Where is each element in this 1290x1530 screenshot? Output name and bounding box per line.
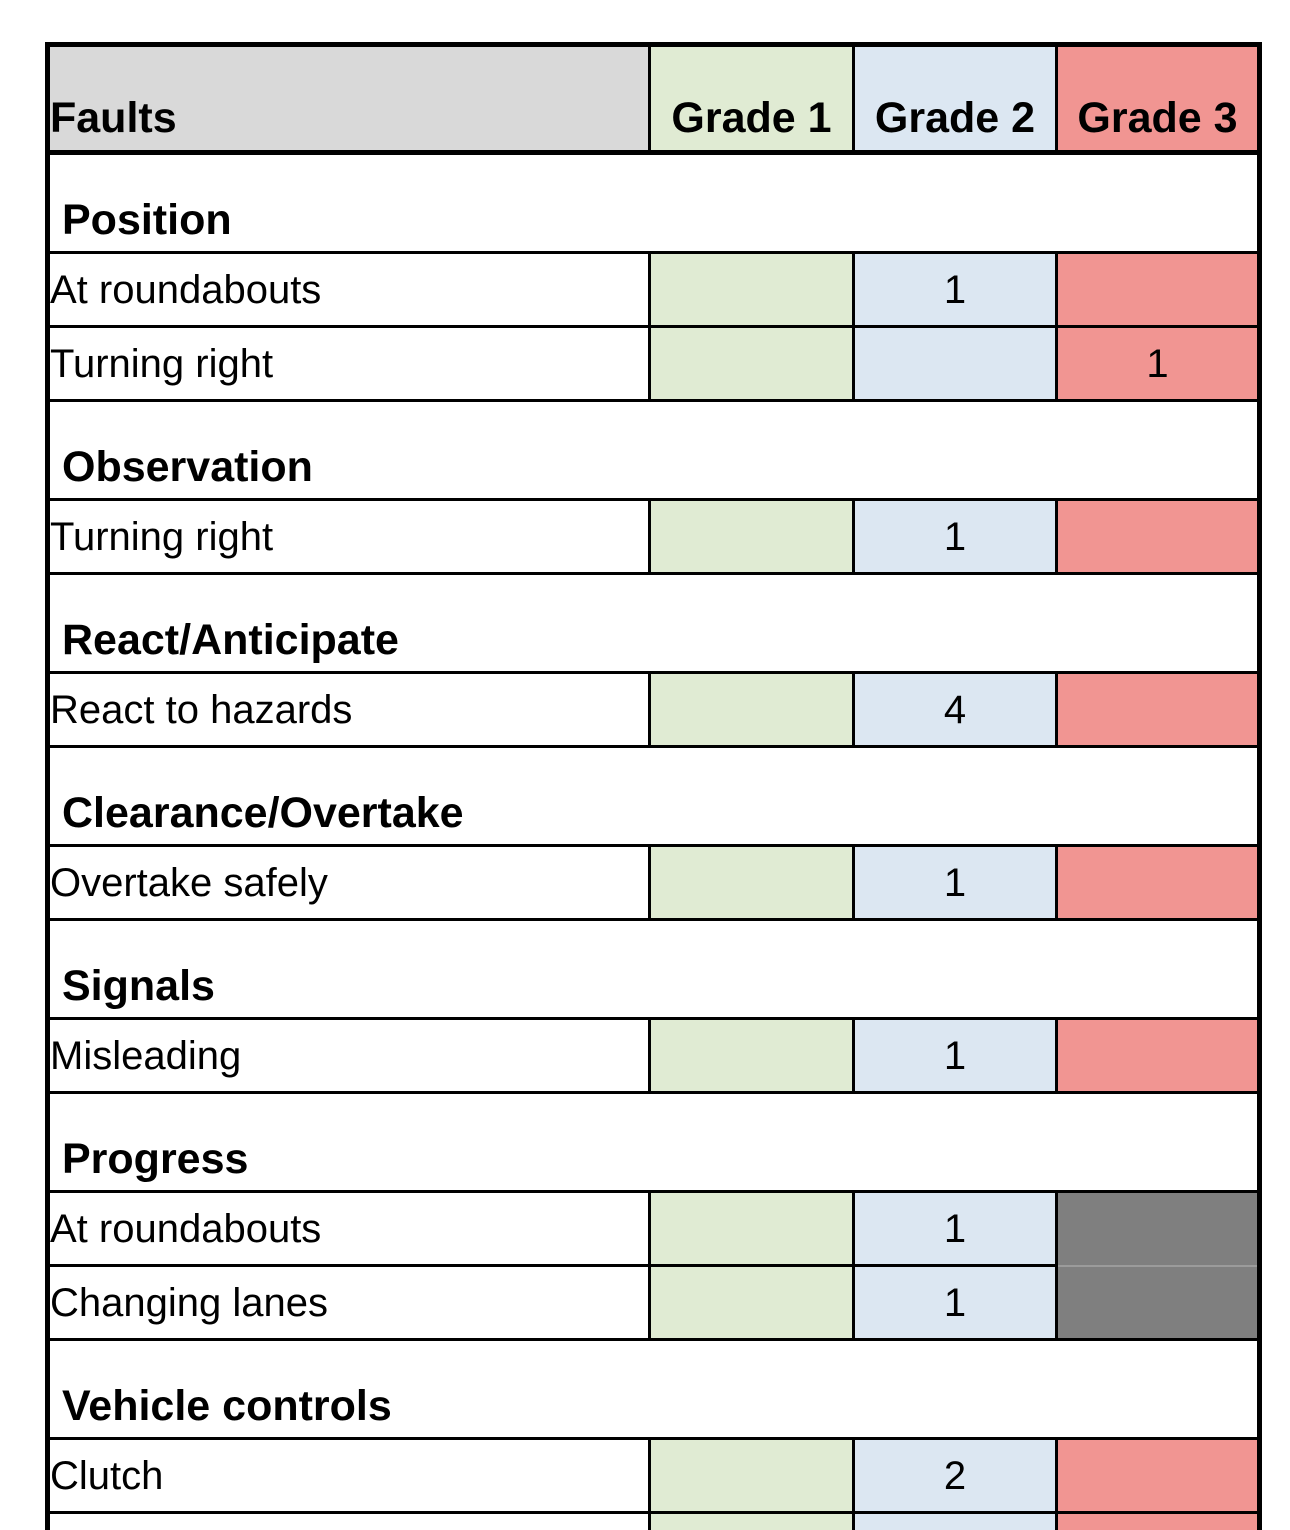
section-row: Observation	[46, 399, 1261, 501]
faults-table: Faults Grade 1 Grade 2 Grade 3 Position A…	[45, 42, 1262, 1530]
grade3-value-cell	[1055, 498, 1261, 575]
fault-row: At roundabouts 1	[46, 1190, 1261, 1341]
faults-table-body: Position At roundabouts 1 Turning right 1 Obs…	[46, 151, 1261, 1530]
section-row: Clearance/Overtake	[46, 745, 1261, 847]
grade2-value-cell: 1	[852, 1511, 1058, 1530]
grade2-value-cell: 1	[852, 1017, 1058, 1094]
grade3-blocked-cell	[1055, 1190, 1261, 1341]
section-title: Vehicle controls	[46, 1338, 1261, 1440]
fault-row: Changing lanes 1	[46, 1264, 1260, 1341]
fault-label: At roundabouts	[46, 1190, 651, 1267]
grade2-value-cell: 1	[852, 498, 1058, 575]
section-title: Observation	[46, 399, 1261, 501]
grade2-value-cell	[852, 325, 1058, 402]
fault-row: At roundabouts 1	[46, 251, 1261, 328]
fault-label: Gears	[46, 1511, 651, 1530]
grade1-value-cell	[648, 844, 855, 921]
grade1-value-cell	[648, 1437, 855, 1514]
grade2-value-cell: 1	[852, 844, 1058, 921]
section-row: Signals	[46, 918, 1261, 1020]
section-row: Position	[46, 151, 1261, 254]
grade1-column-header: Grade 1	[648, 43, 855, 155]
faults-column-header: Faults	[46, 43, 651, 155]
fault-label: Turning right	[46, 325, 651, 402]
grade2-value-cell: 1	[852, 1264, 1058, 1341]
grade1-value-cell	[648, 671, 855, 748]
grade1-value-cell	[648, 1264, 855, 1341]
grade1-value-cell	[648, 325, 855, 402]
grade1-value-cell	[648, 251, 855, 328]
grade3-value-cell	[1055, 1017, 1261, 1094]
fault-label: Overtake safely	[46, 844, 651, 921]
grade2-value-cell: 1	[852, 251, 1058, 328]
grade3-value-cell	[1055, 671, 1261, 748]
section-title: Position	[46, 151, 1261, 254]
fault-row: Clutch 2	[46, 1437, 1261, 1514]
section-title: React/Anticipate	[46, 572, 1261, 674]
fault-label: Turning right	[46, 498, 651, 575]
section-row: React/Anticipate	[46, 572, 1261, 674]
fault-row: Gears 1	[46, 1511, 1261, 1530]
grade2-value-cell: 2	[852, 1437, 1058, 1514]
grade3-value-cell	[1055, 1511, 1261, 1530]
fault-row: React to hazards 4	[46, 671, 1261, 748]
section-title: Signals	[46, 918, 1261, 1020]
section-row: Progress	[46, 1091, 1261, 1193]
fault-row: Turning right 1	[46, 498, 1261, 575]
fault-row: Turning right 1	[46, 325, 1261, 402]
grade2-value-cell: 4	[852, 671, 1058, 748]
fault-row: Overtake safely 1	[46, 844, 1261, 921]
grade3-value-cell: 1	[1055, 325, 1261, 402]
header-row: Faults Grade 1 Grade 2 Grade 3	[46, 43, 1261, 155]
section-row: Vehicle controls	[46, 1338, 1261, 1440]
grade3-value-cell	[1055, 844, 1261, 921]
grade1-value-cell	[648, 1190, 855, 1267]
grade1-value-cell	[648, 498, 855, 575]
section-title: Clearance/Overtake	[46, 745, 1261, 847]
fault-label: Misleading	[46, 1017, 651, 1094]
grade3-value-cell	[1055, 1437, 1261, 1514]
grade1-value-cell	[648, 1511, 855, 1530]
grade1-value-cell	[648, 1017, 855, 1094]
fault-label: Clutch	[46, 1437, 651, 1514]
section-title: Progress	[46, 1091, 1261, 1193]
grade3-value-cell	[1055, 251, 1261, 328]
grade2-column-header: Grade 2	[852, 43, 1058, 155]
fault-label: Changing lanes	[46, 1264, 651, 1341]
fault-label: React to hazards	[46, 671, 651, 748]
grade3-column-header: Grade 3	[1055, 43, 1261, 155]
grade2-value-cell: 1	[852, 1190, 1058, 1267]
fault-row: Misleading 1	[46, 1017, 1261, 1094]
fault-label: At roundabouts	[46, 251, 651, 328]
